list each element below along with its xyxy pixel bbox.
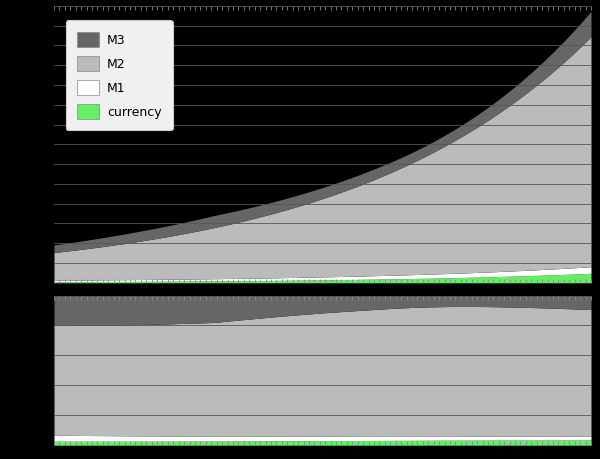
Legend: M3, M2, M1, currency: M3, M2, M1, currency xyxy=(65,22,173,131)
